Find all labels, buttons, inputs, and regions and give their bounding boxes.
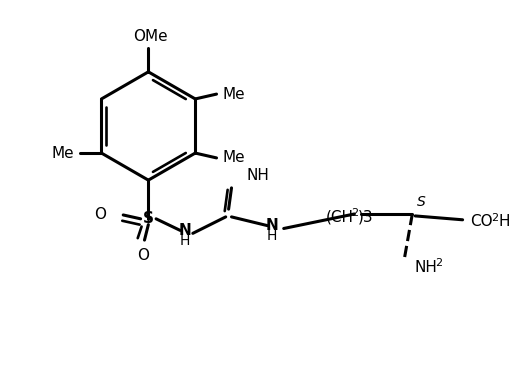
- Text: O: O: [94, 207, 106, 223]
- Text: (CH: (CH: [325, 209, 353, 224]
- Text: OMe: OMe: [133, 28, 167, 44]
- Text: H: H: [267, 229, 277, 243]
- Text: 2: 2: [351, 208, 358, 218]
- Text: N: N: [179, 223, 191, 238]
- Text: Me: Me: [222, 151, 245, 165]
- Text: H: H: [498, 214, 509, 229]
- Text: S: S: [143, 211, 154, 226]
- Text: N: N: [266, 218, 278, 233]
- Text: CO: CO: [470, 214, 493, 229]
- Text: NH: NH: [414, 260, 437, 275]
- Text: NH: NH: [246, 168, 269, 183]
- Text: S: S: [417, 196, 426, 209]
- Text: )3: )3: [358, 209, 374, 224]
- Text: H: H: [180, 234, 190, 248]
- Text: O: O: [137, 248, 150, 263]
- Text: 2: 2: [492, 213, 499, 223]
- Text: Me: Me: [52, 146, 74, 161]
- Text: Me: Me: [222, 87, 245, 101]
- Text: 2: 2: [436, 258, 443, 268]
